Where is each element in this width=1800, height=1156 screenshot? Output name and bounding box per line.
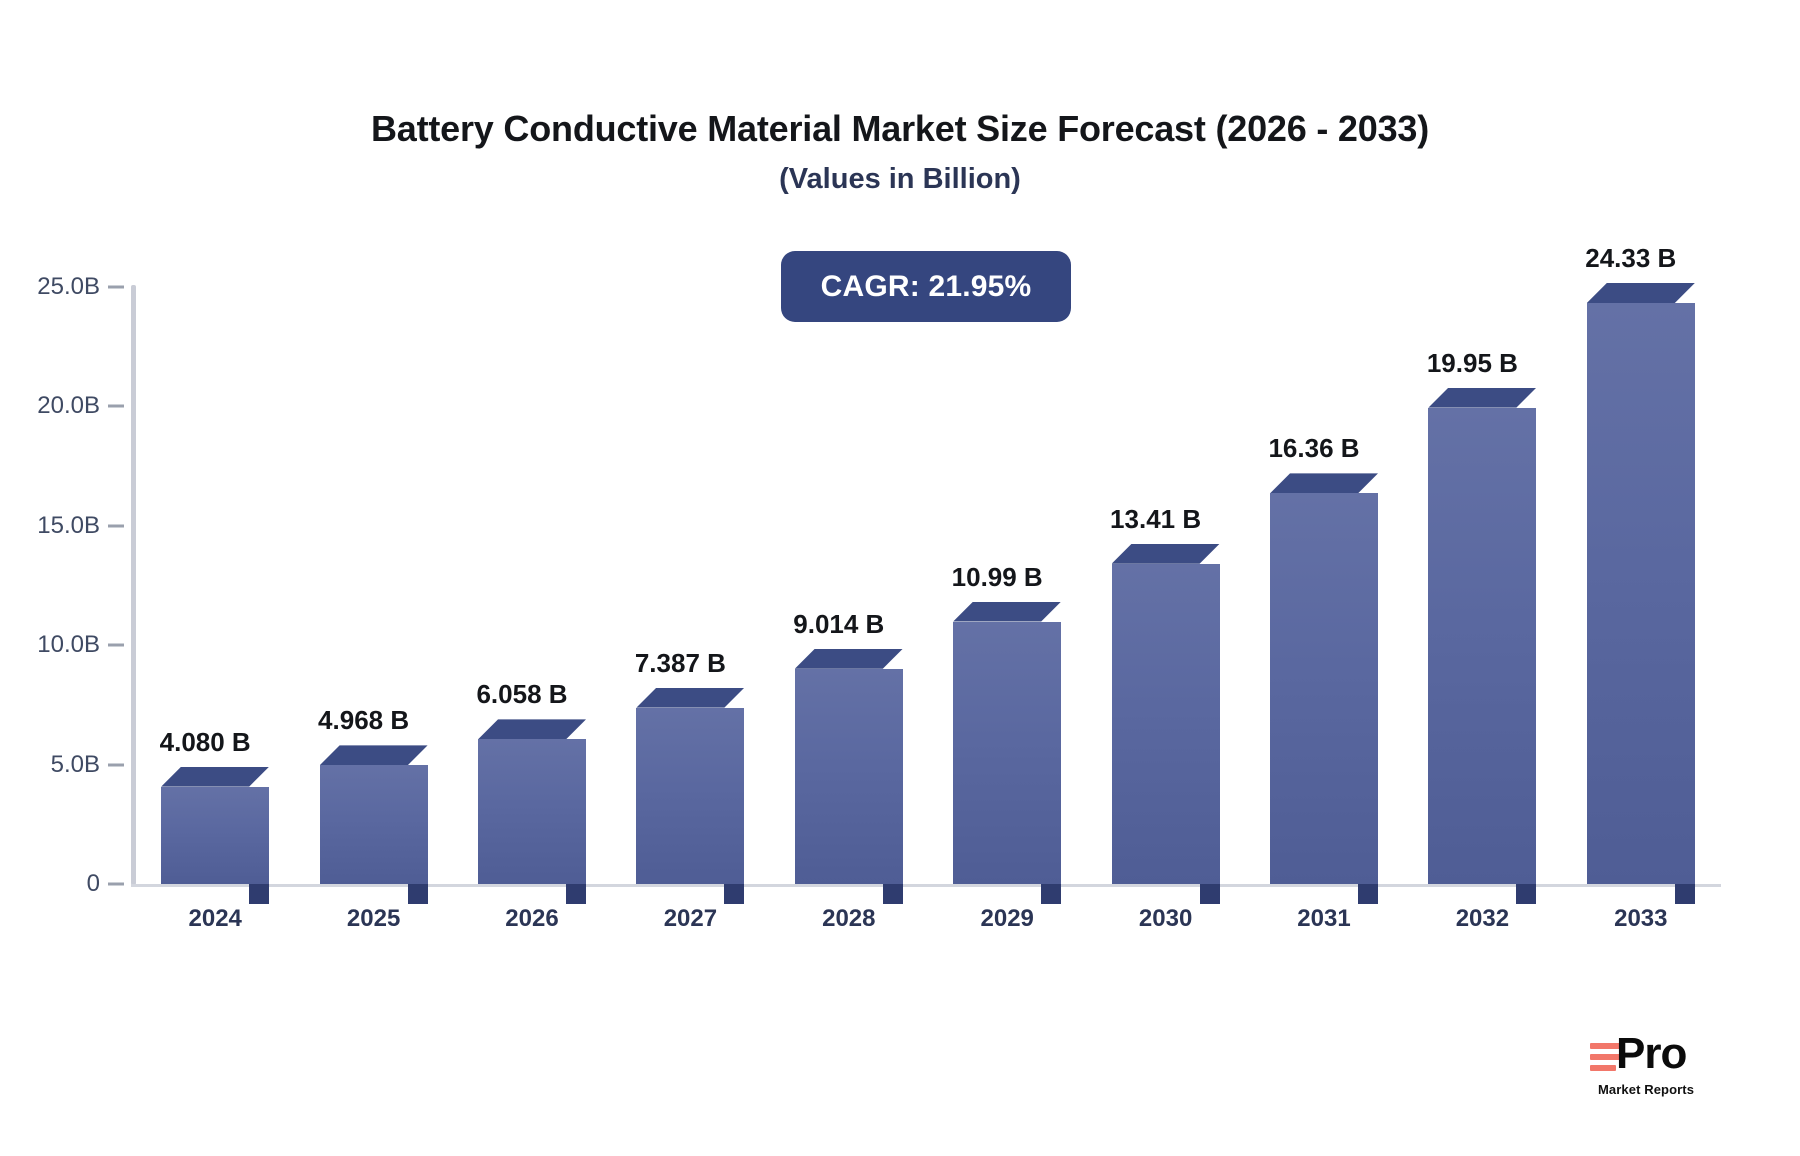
bar-front-face	[953, 621, 1062, 884]
bar-top-face	[794, 648, 903, 669]
y-axis-tick-label: 25.0B	[37, 273, 100, 300]
bar-front-face	[794, 668, 903, 884]
y-axis-tick-mark	[108, 643, 124, 647]
y-axis-tick-mark	[108, 763, 124, 767]
bar-top-face	[1586, 282, 1695, 303]
y-axis-tick-mark	[108, 285, 124, 289]
y-axis-tick-label: 15.0B	[37, 511, 100, 539]
bar-front-face	[161, 786, 270, 884]
bar-front-face	[1111, 563, 1220, 884]
x-axis-tick-label: 2032	[1455, 905, 1510, 932]
bar-top-face	[478, 719, 586, 740]
bar	[1586, 282, 1695, 904]
x-axis-tick-label: 2033	[1614, 905, 1668, 932]
bar-value-label: 6.058 B	[476, 679, 568, 710]
x-axis-tick-label: 2028	[822, 905, 876, 932]
x-axis-tick-label: 2027	[663, 905, 718, 932]
y-axis-tick-label: 5.0B	[50, 750, 100, 778]
bar	[953, 601, 1062, 904]
bar-front-face	[636, 707, 745, 884]
bar-value-label: 10.99 B	[951, 561, 1043, 592]
bar-front-face	[1270, 493, 1378, 884]
bar-top-face	[636, 687, 745, 708]
logo-tagline: Market Reports	[1598, 1082, 1695, 1097]
bar-value-label: 24.33 B	[1585, 242, 1677, 273]
bar-value-label: 16.36 B	[1268, 433, 1360, 464]
x-axis-tick-label: 2029	[980, 905, 1034, 932]
bar-top-face	[161, 766, 270, 787]
bar	[1270, 473, 1378, 904]
chart-subtitle: (Values in Billion)	[779, 163, 1021, 195]
x-axis-tick-label: 2030	[1138, 905, 1193, 932]
x-axis-line	[131, 884, 1721, 887]
x-axis-tick-label: 2025	[346, 905, 401, 932]
bar-value-label: 9.014 B	[793, 608, 885, 639]
bar-front-face	[478, 739, 586, 884]
bar-top-face	[1270, 473, 1378, 494]
bar	[636, 687, 745, 904]
bar	[794, 648, 903, 904]
bar-top-face	[1428, 387, 1537, 408]
y-axis-tick-mark	[108, 404, 124, 408]
bar-top-face	[319, 745, 428, 766]
bar-front-face	[1586, 302, 1695, 884]
bar-value-label: 4.968 B	[318, 705, 410, 736]
bar	[319, 745, 428, 904]
x-axis-tick-label: 2024	[188, 905, 242, 932]
cagr-badge-label: CAGR: 21.95%	[820, 269, 1032, 303]
logo-bars-icon	[1590, 1043, 1624, 1083]
cagr-badge: CAGR: 21.95%	[781, 251, 1071, 322]
bar-front-face	[1428, 407, 1537, 884]
bar-front-face	[319, 765, 428, 884]
bar	[161, 766, 270, 904]
y-axis-tick-label: 0	[86, 870, 100, 897]
bar	[1428, 387, 1537, 904]
bar-value-label: 13.41 B	[1110, 503, 1202, 534]
x-axis-tick-label: 2026	[505, 905, 559, 932]
bar-value-label: 7.387 B	[634, 647, 726, 678]
y-axis-tick-label: 10.0B	[37, 631, 100, 659]
chart-title: Battery Conductive Material Market Size …	[370, 108, 1430, 149]
y-axis-tick-mark	[108, 882, 124, 886]
bar-value-label: 4.080 B	[159, 726, 251, 757]
y-axis-line	[131, 285, 136, 885]
bar-value-label: 19.95 B	[1426, 347, 1518, 378]
brand-logo: Pro Market Reports	[1590, 1032, 1730, 1108]
logo-wordmark: Pro	[1616, 1029, 1687, 1078]
y-axis-tick-label: 20.0B	[37, 392, 100, 420]
bar-top-face	[953, 601, 1062, 622]
y-axis-tick-mark	[108, 524, 124, 528]
bar	[478, 719, 586, 904]
bar	[1111, 543, 1220, 904]
bar-top-face	[1111, 543, 1220, 564]
x-axis-tick-label: 2031	[1297, 905, 1351, 932]
